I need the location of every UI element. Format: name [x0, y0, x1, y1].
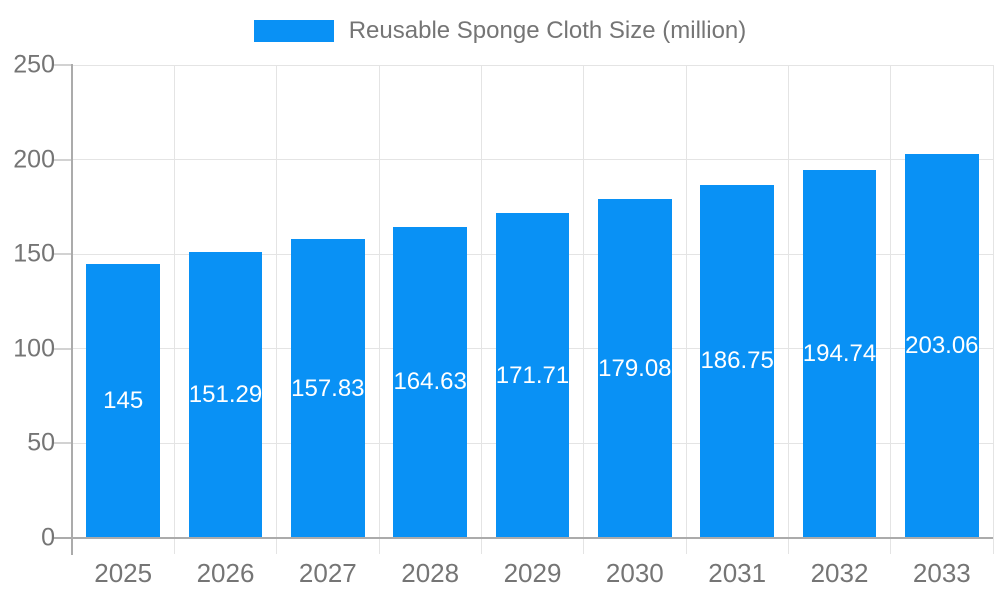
x-tick-label: 2033 [912, 558, 971, 588]
bar-value-label: 179.08 [598, 354, 672, 382]
x-axis-line [53, 537, 993, 539]
bar-2031[interactable] [700, 184, 774, 538]
x-gridline [276, 65, 278, 538]
y-tick [53, 442, 72, 445]
bar-value-label: 186.75 [700, 347, 774, 375]
bar-2027[interactable] [290, 239, 365, 538]
x-gridline [992, 65, 994, 538]
y-tick [53, 64, 72, 66]
x-gridline [890, 65, 892, 538]
x-tick [173, 538, 175, 554]
bar-2025[interactable] [86, 263, 160, 538]
bar-value-label: 151.29 [188, 380, 263, 408]
x-gridline [583, 65, 585, 538]
x-tick-label: 2029 [503, 558, 562, 588]
x-tick [685, 538, 687, 554]
x-tick-label: 2030 [605, 558, 664, 588]
x-tick-label: 2025 [94, 558, 153, 588]
bar-2026[interactable] [188, 251, 263, 538]
y-gridline [72, 64, 993, 66]
x-tick-label: 2028 [401, 558, 460, 588]
y-gridline [72, 159, 993, 161]
y-tick-label: 100 [13, 334, 55, 363]
bar-2033[interactable] [904, 153, 979, 538]
bar-2028[interactable] [393, 226, 467, 538]
chart-legend[interactable]: Reusable Sponge Cloth Size (million) [0, 19, 1000, 43]
y-tick [53, 253, 72, 256]
y-tick [53, 347, 72, 350]
bar-value-label: 164.63 [393, 368, 467, 396]
bar-value-label: 171.71 [495, 361, 570, 389]
y-tick-label: 150 [13, 239, 55, 268]
x-tick-label: 2027 [298, 558, 357, 588]
y-tick-label: 250 [13, 50, 55, 79]
x-gridline [787, 65, 789, 538]
bar-value-label: 203.06 [905, 331, 979, 359]
x-tick [480, 538, 482, 554]
y-axis-line [71, 64, 73, 555]
x-tick-label: 2032 [810, 558, 869, 588]
y-tick-label: 0 [41, 523, 55, 552]
y-tick [53, 158, 72, 161]
x-tick [276, 538, 278, 554]
bar-value-label: 194.74 [802, 339, 877, 367]
bar-value-label: 157.83 [291, 374, 365, 402]
x-tick [787, 538, 789, 554]
x-tick-label: 2026 [196, 558, 255, 588]
bar-2032[interactable] [802, 169, 877, 538]
x-gridline [378, 65, 380, 538]
x-tick [992, 538, 994, 554]
x-gridline [480, 65, 482, 538]
x-gridline [173, 65, 175, 538]
legend-label: Reusable Sponge Cloth Size (million) [348, 17, 747, 44]
x-tick [378, 538, 380, 554]
y-tick-label: 200 [13, 145, 55, 174]
x-tick [583, 538, 585, 554]
y-tick-label: 50 [27, 428, 55, 457]
x-gridline [685, 65, 687, 538]
x-tick [890, 538, 892, 554]
bar-value-label: 145 [103, 386, 144, 414]
bar-2029[interactable] [495, 213, 570, 538]
x-tick-label: 2031 [708, 558, 767, 588]
legend-swatch [253, 20, 334, 42]
bar-2030[interactable] [597, 199, 672, 538]
